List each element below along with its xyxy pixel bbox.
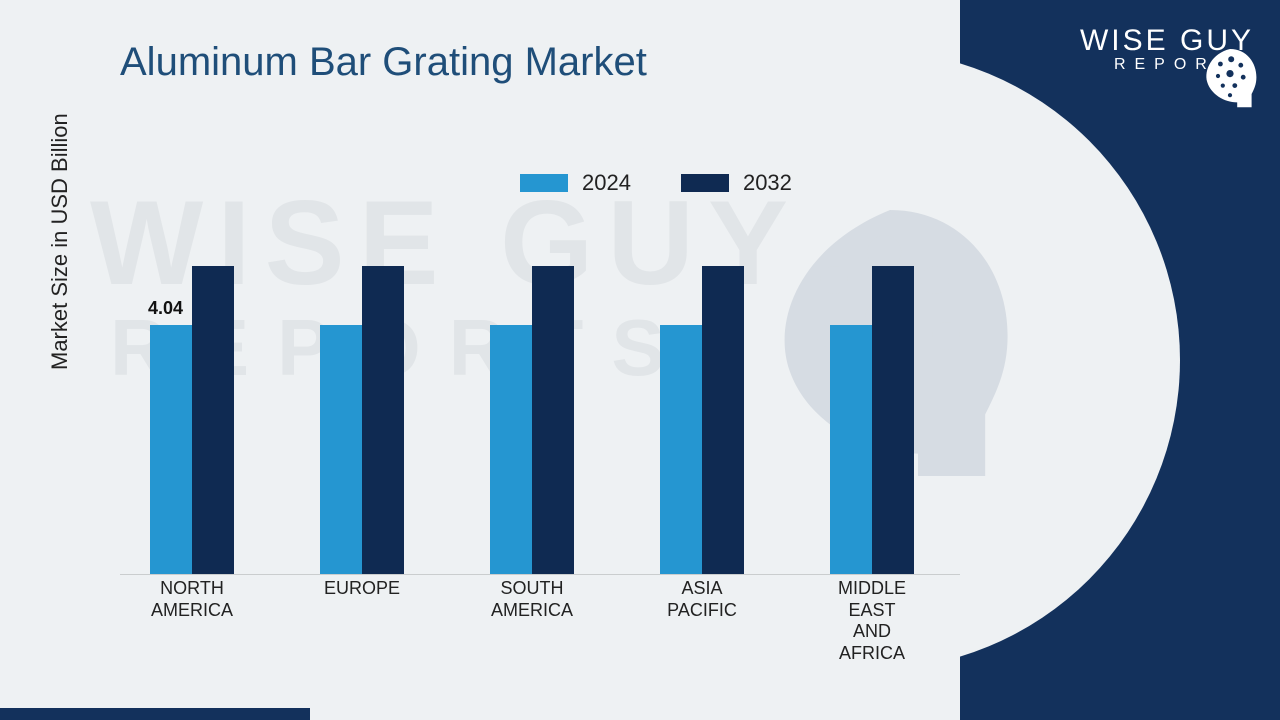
- bar: [660, 325, 702, 574]
- plot: 4.04: [120, 205, 960, 575]
- chart-card: WISE GUY REPORTS WISE GUY REPORTS Alumin…: [0, 0, 1280, 720]
- bar: [532, 266, 574, 574]
- legend: 2024 2032: [520, 170, 792, 196]
- bar: [150, 325, 192, 574]
- y-axis-label: Market Size in USD Billion: [47, 113, 73, 370]
- x-axis-label: MIDDLE EAST AND AFRICA: [812, 578, 932, 664]
- bar: [320, 325, 362, 574]
- legend-item-2024: 2024: [520, 170, 631, 196]
- x-axis-label: ASIA PACIFIC: [642, 578, 762, 621]
- brand-logo: WISE GUY REPORTS: [1080, 24, 1254, 74]
- bar: [192, 266, 234, 574]
- bar: [830, 325, 872, 574]
- chart-plot-area: 4.04: [120, 205, 960, 575]
- bar: [490, 325, 532, 574]
- legend-item-2032: 2032: [681, 170, 792, 196]
- brand-head-icon: [1200, 44, 1260, 114]
- bar-group: [830, 266, 914, 574]
- legend-label-2024: 2024: [582, 170, 631, 196]
- bar-group: [660, 266, 744, 574]
- bar: [702, 266, 744, 574]
- bar: [362, 266, 404, 574]
- x-axis-label: NORTH AMERICA: [132, 578, 252, 621]
- legend-swatch-2024: [520, 174, 568, 192]
- legend-label-2032: 2032: [743, 170, 792, 196]
- bottom-accent-bar: [0, 708, 310, 720]
- chart-title: Aluminum Bar Grating Market: [120, 40, 647, 85]
- bar: [872, 266, 914, 574]
- bar-value-label: 4.04: [148, 298, 183, 319]
- bar-group: [320, 266, 404, 574]
- bar-group: [490, 266, 574, 574]
- x-axis-label: EUROPE: [302, 578, 422, 600]
- x-axis-label: SOUTH AMERICA: [472, 578, 592, 621]
- legend-swatch-2032: [681, 174, 729, 192]
